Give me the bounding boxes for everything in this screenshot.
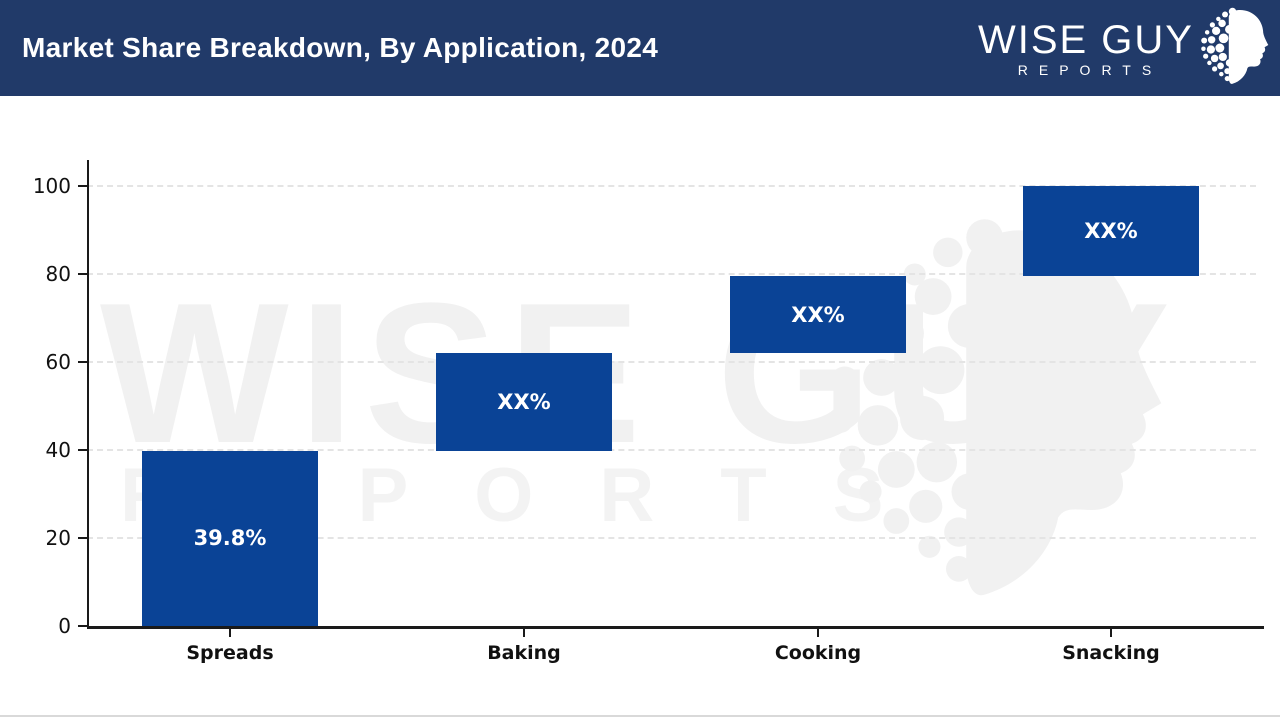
y-tick-label-80: 80	[45, 262, 71, 286]
gridline-60	[87, 361, 1256, 363]
footer-divider	[0, 715, 1280, 717]
gridline-100	[87, 185, 1256, 187]
head-profile-icon	[1196, 7, 1272, 89]
wise-guy-logo: WISE GUY REPORTS	[978, 6, 1272, 90]
y-tick-label-60: 60	[45, 350, 71, 374]
x-label-snacking: Snacking	[1062, 642, 1160, 664]
x-tick-snacking	[1110, 629, 1112, 637]
gridline-40	[87, 449, 1256, 451]
gridline-20	[87, 537, 1256, 539]
logo-text: WISE GUY REPORTS	[978, 19, 1194, 78]
x-tick-cooking	[817, 629, 819, 637]
y-tick-20	[78, 537, 87, 539]
x-tick-spreads	[229, 629, 231, 637]
bar-snacking: XX%	[1023, 186, 1199, 277]
logo-wordmark: WISE GUY	[977, 17, 1194, 62]
header-bar: Market Share Breakdown, By Application, …	[0, 0, 1280, 96]
bar-baking: XX%	[436, 353, 612, 451]
x-tick-baking	[523, 629, 525, 637]
bar-value-label: XX%	[497, 390, 551, 415]
x-axis-line	[87, 626, 1264, 629]
y-tick-0	[78, 625, 87, 627]
bar-value-label: XX%	[1084, 219, 1138, 244]
bar-cooking: XX%	[730, 276, 906, 354]
bar-value-label: XX%	[791, 302, 845, 327]
x-label-cooking: Cooking	[774, 642, 862, 664]
x-label-spreads: Spreads	[186, 642, 274, 664]
gridline-80	[87, 273, 1256, 275]
y-tick-60	[78, 361, 87, 363]
y-axis-line	[87, 160, 89, 628]
y-tick-label-100: 100	[32, 174, 71, 198]
bar-spreads: 39.8%	[142, 450, 318, 626]
bar-value-label: 39.8%	[193, 526, 267, 551]
page-title: Market Share Breakdown, By Application, …	[22, 32, 659, 63]
y-tick-label-20: 20	[45, 526, 71, 550]
y-tick-40	[78, 449, 87, 451]
y-tick-label-0: 0	[58, 614, 71, 638]
logo-subtitle: REPORTS	[1017, 61, 1163, 78]
waterfall-chart: WISE GUY REPORTS 0 20 40 60 80 100 39.8% Spread…	[0, 96, 1280, 720]
y-tick-80	[78, 273, 87, 275]
y-tick-label-40: 40	[45, 438, 71, 462]
y-tick-100	[78, 185, 87, 187]
x-label-baking: Baking	[487, 642, 561, 664]
